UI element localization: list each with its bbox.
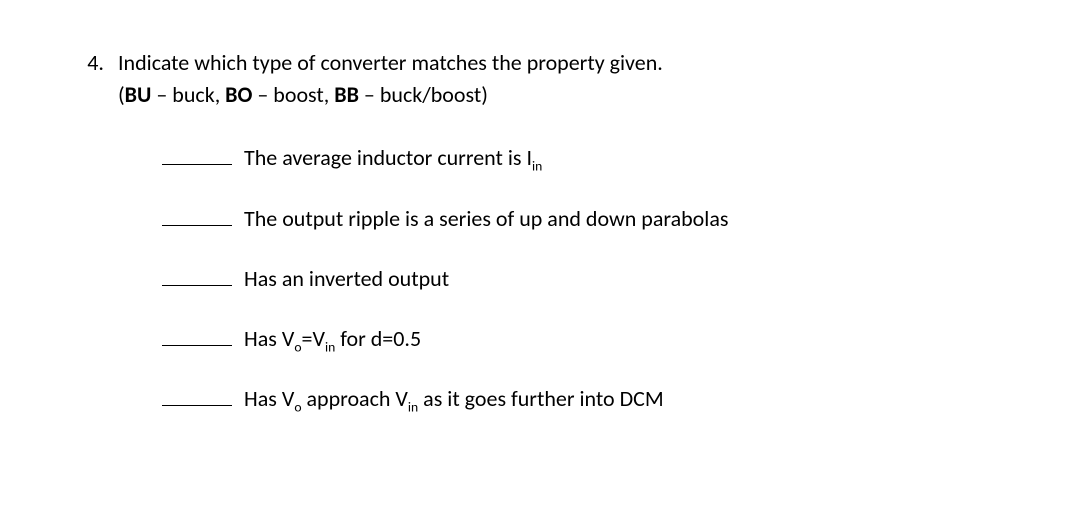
item-pre: The output ripple is a series of up and … — [244, 205, 728, 232]
item-post: for d=0.5 — [335, 325, 421, 352]
list-item: Has Vo approach Vin as it goes further i… — [162, 382, 1082, 412]
legend-sep-1: – buck, — [151, 81, 225, 108]
legend-bu: BU — [125, 81, 152, 108]
list-item: The output ripple is a series of up and … — [162, 201, 1082, 231]
item-pre: Has an inverted output — [244, 265, 449, 292]
answer-blank[interactable] — [162, 141, 232, 165]
items-list: The average inductor current is Iin The … — [118, 141, 1082, 411]
item-sub2: in — [325, 338, 335, 355]
item-mid: =V — [302, 325, 325, 352]
item-text: Has an inverted output — [244, 265, 449, 292]
item-sub: in — [532, 158, 542, 175]
legend-bb: BB — [334, 81, 359, 108]
legend-close: – buck/boost) — [359, 81, 488, 108]
list-item: The average inductor current is Iin — [162, 141, 1082, 171]
answer-blank[interactable] — [162, 322, 232, 346]
list-item: Has an inverted output — [162, 262, 1082, 292]
item-sub2: in — [408, 398, 418, 415]
item-text: The output ripple is a series of up and … — [244, 205, 728, 232]
item-text: Has Vo approach Vin as it goes further i… — [244, 385, 664, 412]
item-mid: approach V — [302, 385, 408, 412]
question-legend: (BU – buck, BO – boost, BB – buck/boost) — [118, 80, 1082, 110]
item-post: as it goes further into DCM — [418, 385, 663, 412]
answer-blank[interactable] — [162, 262, 232, 286]
legend-open: ( — [118, 81, 125, 108]
legend-bo: BO — [225, 81, 252, 108]
answer-blank[interactable] — [162, 382, 232, 406]
question-prompt: Indicate which type of converter matches… — [118, 48, 1082, 78]
item-sub: o — [294, 398, 301, 415]
item-text: The average inductor current is Iin — [244, 144, 542, 171]
legend-sep-2: – boost, — [252, 81, 334, 108]
item-pre: Has V — [244, 385, 294, 412]
question-text: Indicate which type of converter matches… — [118, 48, 1082, 109]
item-pre: Has V — [244, 325, 294, 352]
question-row: 4. Indicate which type of converter matc… — [56, 48, 1082, 109]
item-sub: o — [294, 338, 301, 355]
list-item: Has Vo=Vin for d=0.5 — [162, 322, 1082, 352]
question-number: 4. — [56, 48, 118, 78]
item-text: Has Vo=Vin for d=0.5 — [244, 325, 421, 352]
item-pre: The average inductor current is I — [244, 144, 532, 171]
answer-blank[interactable] — [162, 201, 232, 225]
page: 4. Indicate which type of converter matc… — [0, 0, 1082, 516]
